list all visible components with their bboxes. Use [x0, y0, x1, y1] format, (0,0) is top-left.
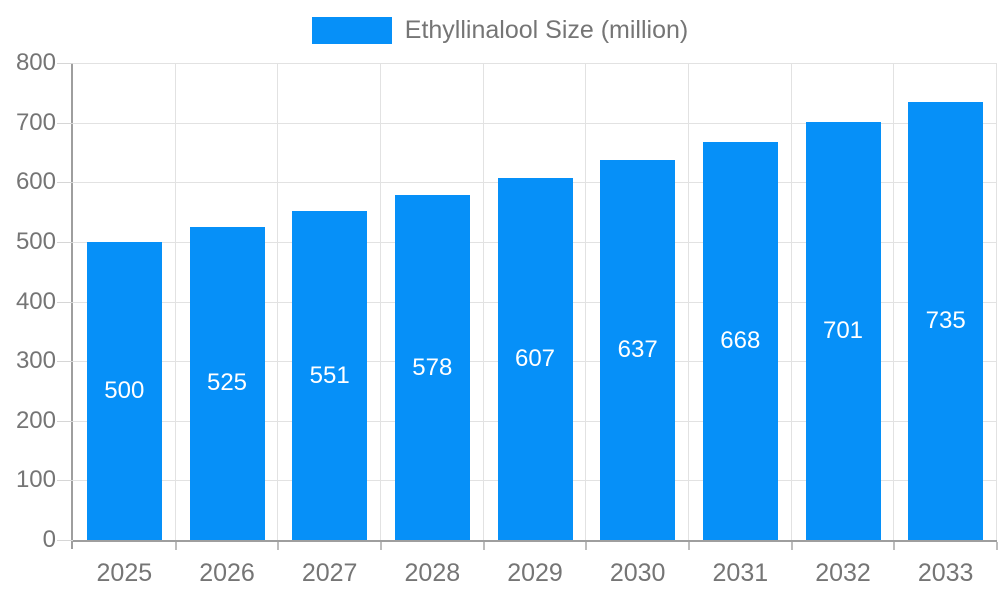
bar-value-label: 735 — [925, 306, 966, 334]
y-axis-tick — [57, 241, 73, 243]
bar-value-label: 607 — [514, 345, 556, 373]
y-axis-tick — [57, 540, 73, 541]
bar-2032[interactable]: 701 — [805, 122, 881, 540]
y-axis-line — [71, 63, 73, 549]
y-axis-tick — [57, 480, 73, 482]
bar-2030[interactable]: 637 — [600, 160, 676, 540]
gridline-horizontal — [73, 122, 997, 124]
y-axis-tick — [57, 63, 73, 64]
x-axis-tick — [482, 542, 485, 550]
y-axis-tick — [57, 182, 73, 184]
bar-2026[interactable]: 525 — [189, 226, 265, 540]
x-axis-tick — [996, 542, 998, 550]
x-axis-tick-label: 2025 — [96, 559, 153, 587]
x-axis-tick — [174, 542, 177, 550]
y-axis-tick-label: 600 — [15, 168, 56, 196]
x-axis-tick — [893, 542, 896, 550]
bar-value-label: 668 — [720, 326, 761, 354]
bar-value-label: 525 — [206, 369, 248, 397]
bar-value-label: 701 — [822, 317, 864, 345]
y-axis-tick — [57, 420, 73, 422]
x-axis-tick-label: 2028 — [404, 559, 461, 587]
gridline-vertical — [688, 63, 689, 540]
legend-swatch-icon — [311, 17, 392, 44]
bar-value-label: 637 — [617, 336, 658, 364]
y-axis-tick-label: 800 — [15, 49, 56, 76]
bar-2033[interactable]: 735 — [908, 101, 984, 540]
legend[interactable]: Ethyllinalool Size (million) — [0, 16, 1000, 45]
y-axis-tick-label: 500 — [15, 227, 56, 255]
bar-2025[interactable]: 500 — [86, 241, 162, 540]
x-axis-line — [73, 540, 997, 542]
bar-value-label: 551 — [309, 361, 350, 389]
x-axis-tick-label: 2032 — [815, 559, 871, 587]
x-axis-tick-label: 2030 — [609, 559, 666, 587]
x-axis-tick — [790, 542, 793, 550]
gridline-horizontal — [73, 63, 997, 64]
x-axis-tick-label: 2029 — [507, 559, 563, 587]
bar-2028[interactable]: 578 — [394, 195, 470, 540]
x-axis-tick — [585, 542, 588, 550]
y-axis-tick-label: 400 — [15, 287, 56, 315]
x-axis-tick — [380, 542, 382, 550]
gridline-vertical — [893, 63, 895, 540]
gridline-vertical — [174, 63, 176, 540]
x-axis-tick-label: 2027 — [301, 559, 358, 587]
y-axis-tick — [57, 301, 73, 303]
bar-2027[interactable]: 551 — [292, 211, 368, 540]
y-axis-tick-label: 0 — [42, 526, 56, 553]
gridline-vertical — [585, 63, 587, 540]
bar-2029[interactable]: 607 — [497, 178, 573, 540]
y-axis-tick-label: 200 — [15, 406, 56, 434]
y-axis-tick — [57, 361, 73, 363]
x-axis-tick — [277, 542, 280, 550]
y-axis-tick — [57, 122, 73, 124]
gridline-vertical — [482, 63, 484, 540]
x-axis-tick — [688, 542, 690, 550]
x-axis-tick-label: 2026 — [199, 559, 255, 587]
gridline-vertical — [996, 63, 997, 540]
bar-value-label: 500 — [104, 376, 145, 404]
bar-2031[interactable]: 668 — [702, 141, 778, 540]
gridline-vertical — [380, 63, 381, 540]
y-axis-tick-label: 100 — [15, 466, 56, 494]
x-axis-tick-label: 2031 — [712, 559, 769, 587]
x-axis-tick-label: 2033 — [917, 559, 974, 587]
plot-area: 0 100 200 300 400 500 600 700 800 500 2025 525 2026 5… — [16, 49, 998, 587]
gridline-vertical — [277, 63, 279, 540]
y-axis-tick-label: 300 — [15, 347, 56, 375]
y-axis-tick-label: 700 — [15, 108, 56, 136]
gridline-vertical — [790, 63, 792, 540]
legend-label: Ethyllinalool Size (million) — [404, 16, 689, 44]
bar-value-label: 578 — [412, 353, 453, 381]
